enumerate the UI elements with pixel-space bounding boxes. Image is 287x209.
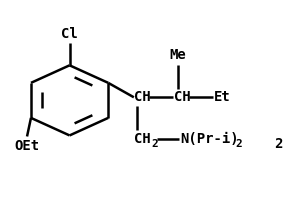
Text: CH: CH xyxy=(174,90,191,104)
Text: Cl: Cl xyxy=(61,27,78,41)
Text: Me: Me xyxy=(170,48,186,62)
Text: CH: CH xyxy=(134,131,151,145)
Text: Et: Et xyxy=(214,90,230,104)
Text: N(Pr-i): N(Pr-i) xyxy=(181,131,239,145)
Text: 2: 2 xyxy=(236,139,242,149)
Text: 2: 2 xyxy=(250,137,284,151)
Text: OEt: OEt xyxy=(14,139,40,153)
Text: 2: 2 xyxy=(151,139,158,149)
Text: CH: CH xyxy=(134,90,151,104)
